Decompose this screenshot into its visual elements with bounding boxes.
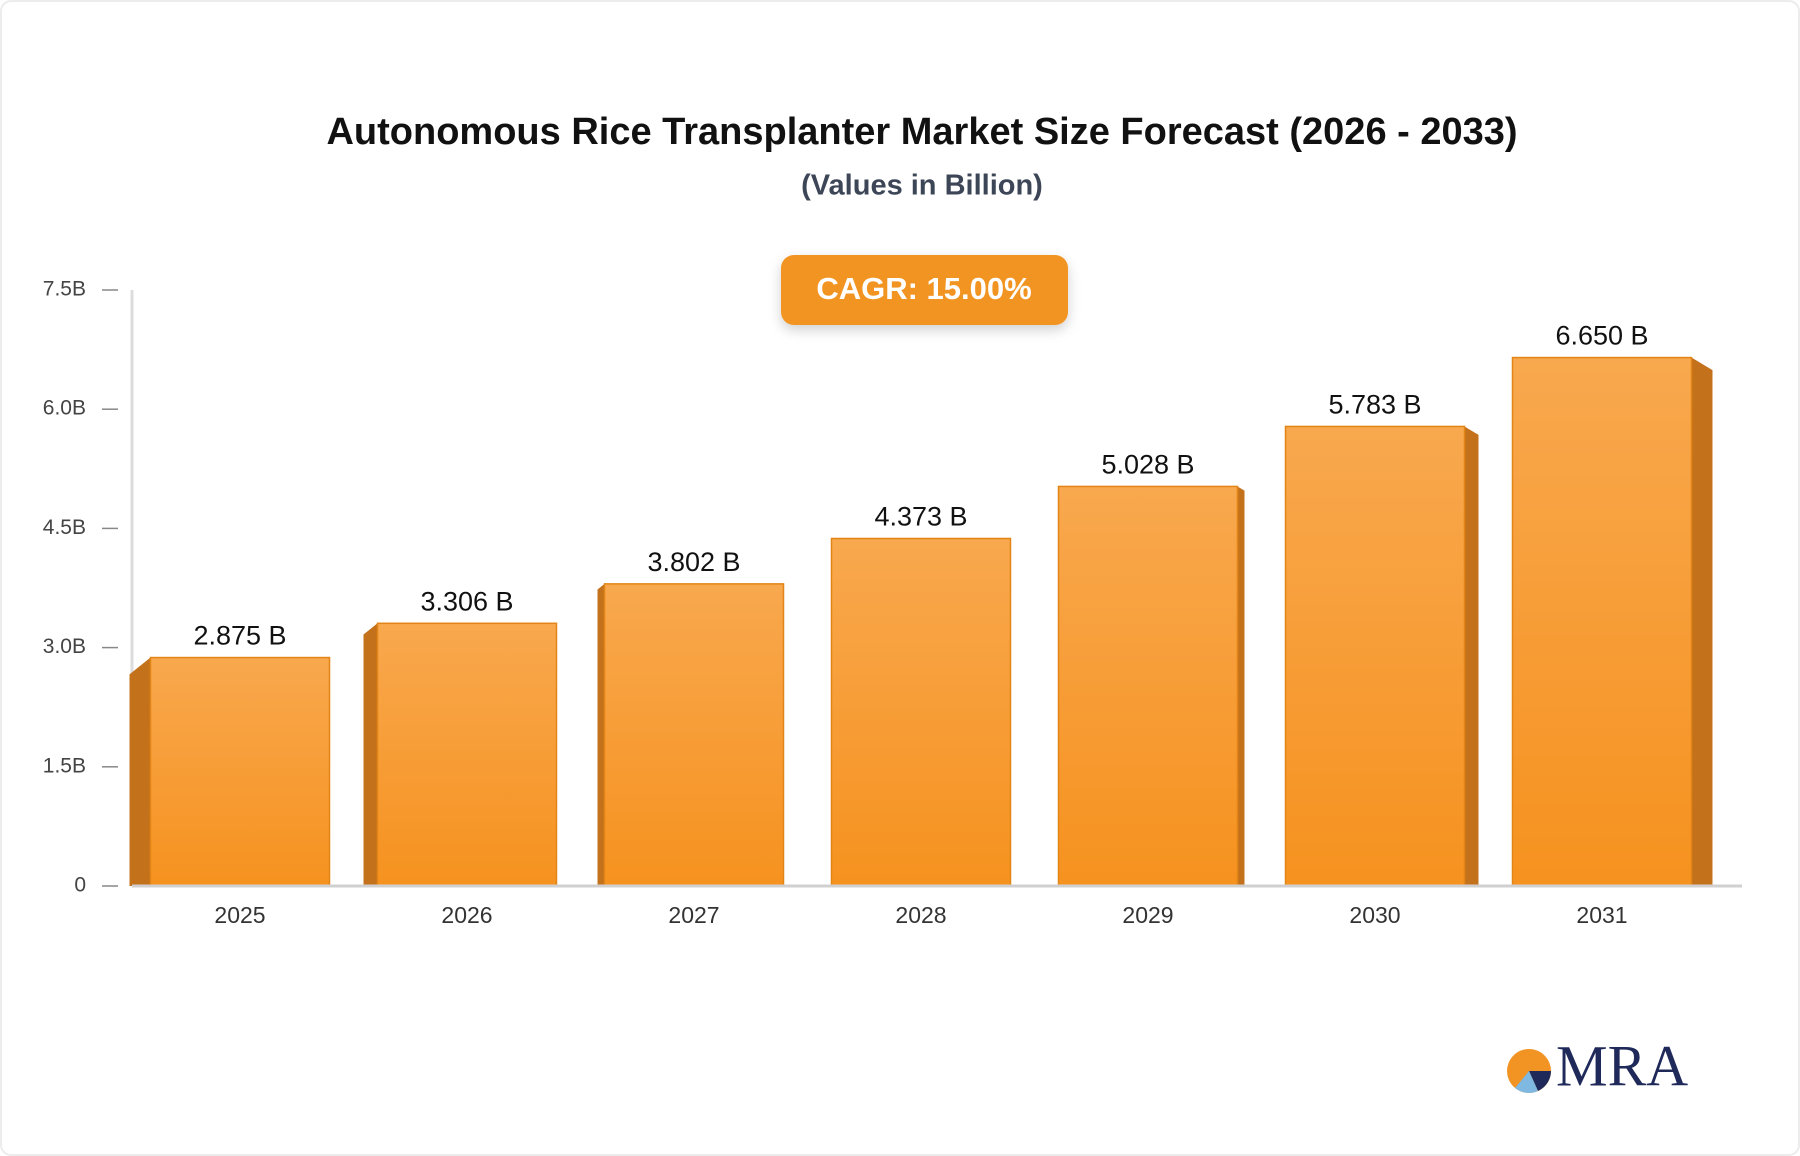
x-tick-label: 2029 xyxy=(1122,902,1173,928)
bar-side xyxy=(129,657,151,886)
bar-side xyxy=(1691,357,1713,887)
cagr-box xyxy=(781,255,1068,325)
value-label: 5.028 B xyxy=(1101,450,1194,480)
x-tick-label: 2026 xyxy=(441,902,492,928)
x-tick-label: 2028 xyxy=(895,902,946,928)
y-tick-label: 1.5B xyxy=(43,754,86,777)
bar-side xyxy=(1237,486,1245,886)
value-label: 3.306 B xyxy=(420,586,513,616)
y-tick-label: 0 xyxy=(74,874,86,897)
bar xyxy=(830,537,1012,887)
cagr-badge: CAGR: 15.00% xyxy=(781,255,1068,325)
bar xyxy=(149,656,331,887)
bar-side xyxy=(1464,426,1479,886)
y-tick-label: 7.5B xyxy=(43,278,86,301)
bar xyxy=(1057,485,1239,887)
x-tick-label: 2025 xyxy=(214,902,265,928)
y-tick-label: 3.0B xyxy=(43,635,86,658)
chart-subtitle: (Values in Billion) xyxy=(801,170,1043,202)
bar xyxy=(1284,425,1466,887)
bar-side xyxy=(597,583,605,886)
chart-title: Autonomous Rice Transplanter Market Size… xyxy=(326,111,1517,153)
x-tick-label: 2030 xyxy=(1349,902,1400,928)
value-label: 6.650 B xyxy=(1555,321,1648,351)
value-label: 3.802 B xyxy=(647,547,740,577)
value-label: 5.783 B xyxy=(1328,390,1421,420)
logo-slice xyxy=(1515,1071,1538,1093)
value-label: 2.875 B xyxy=(193,621,286,651)
y-tick-label: 4.5B xyxy=(43,516,86,539)
x-tick-label: 2031 xyxy=(1576,902,1627,928)
bar xyxy=(376,622,558,887)
bar-side xyxy=(363,623,378,886)
x-tick-label: 2027 xyxy=(668,902,719,928)
logo-slice xyxy=(1529,1071,1551,1091)
logo-text: MRA xyxy=(1556,1033,1688,1098)
logo: MRA xyxy=(1507,1033,1688,1098)
bar xyxy=(603,583,785,887)
value-label: 4.373 B xyxy=(874,502,967,532)
cagr-label: CAGR: 15.00% xyxy=(816,271,1031,306)
bar xyxy=(1511,356,1693,887)
y-tick-label: 6.0B xyxy=(43,397,86,420)
